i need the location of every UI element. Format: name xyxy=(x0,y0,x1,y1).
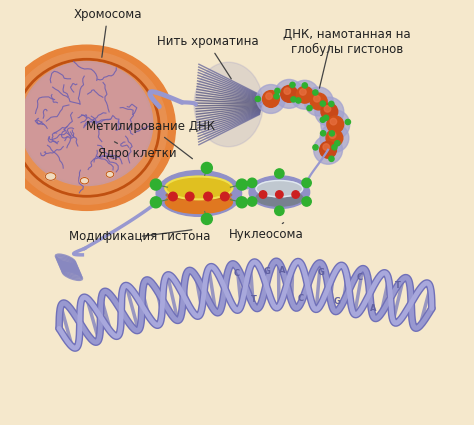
Text: C: C xyxy=(297,294,303,303)
Circle shape xyxy=(315,97,344,126)
Circle shape xyxy=(169,192,177,201)
Circle shape xyxy=(329,132,336,139)
Circle shape xyxy=(323,115,328,120)
Ellipse shape xyxy=(23,64,151,184)
Ellipse shape xyxy=(20,62,153,185)
Ellipse shape xyxy=(256,190,303,206)
Circle shape xyxy=(281,85,298,102)
Circle shape xyxy=(320,130,326,136)
Text: A: A xyxy=(279,266,286,275)
Circle shape xyxy=(220,192,229,201)
Text: ДНК, намотанная на
глобулы гистонов: ДНК, намотанная на глобулы гистонов xyxy=(283,28,411,57)
Circle shape xyxy=(274,79,303,108)
Circle shape xyxy=(275,206,284,215)
Text: T: T xyxy=(395,281,401,290)
Circle shape xyxy=(292,191,300,198)
Text: Нить хроматина: Нить хроматина xyxy=(156,35,258,79)
Circle shape xyxy=(263,91,279,108)
Circle shape xyxy=(247,178,257,187)
Circle shape xyxy=(345,119,350,125)
Circle shape xyxy=(275,88,280,94)
Ellipse shape xyxy=(165,190,232,213)
Circle shape xyxy=(296,98,301,103)
Ellipse shape xyxy=(46,173,56,180)
Text: G: G xyxy=(333,298,340,306)
Text: C: C xyxy=(233,269,239,278)
Text: Метилирование ДНК: Метилирование ДНК xyxy=(86,120,215,159)
Circle shape xyxy=(284,88,291,94)
Text: A: A xyxy=(370,303,376,312)
Circle shape xyxy=(327,116,344,133)
Circle shape xyxy=(323,144,329,150)
Ellipse shape xyxy=(156,170,242,216)
Circle shape xyxy=(310,93,327,110)
Circle shape xyxy=(302,178,311,187)
Circle shape xyxy=(324,106,331,112)
Circle shape xyxy=(320,117,326,122)
Text: G: G xyxy=(264,266,271,276)
Circle shape xyxy=(259,191,267,198)
Text: C: C xyxy=(356,273,363,282)
Text: Нуклеосома: Нуклеосома xyxy=(229,223,304,241)
Circle shape xyxy=(266,93,272,99)
Circle shape xyxy=(304,87,333,116)
Circle shape xyxy=(330,118,337,125)
Circle shape xyxy=(319,142,337,158)
Ellipse shape xyxy=(249,176,310,209)
Ellipse shape xyxy=(6,51,167,204)
Text: G: G xyxy=(318,268,325,277)
Ellipse shape xyxy=(166,190,232,200)
Circle shape xyxy=(256,85,285,113)
Circle shape xyxy=(329,131,335,136)
Circle shape xyxy=(313,90,318,95)
Circle shape xyxy=(150,179,161,190)
Circle shape xyxy=(237,197,247,208)
Circle shape xyxy=(314,96,320,102)
Circle shape xyxy=(237,179,247,190)
Circle shape xyxy=(291,80,319,109)
Text: T: T xyxy=(251,295,256,303)
Circle shape xyxy=(201,213,212,224)
Circle shape xyxy=(326,130,343,146)
Circle shape xyxy=(275,169,284,178)
Ellipse shape xyxy=(0,45,175,210)
Circle shape xyxy=(300,89,306,95)
Text: Ядро клетки: Ядро клетки xyxy=(98,142,177,160)
Ellipse shape xyxy=(165,176,232,199)
Circle shape xyxy=(247,197,257,206)
Circle shape xyxy=(321,103,338,120)
Circle shape xyxy=(313,145,318,150)
Circle shape xyxy=(320,101,326,106)
Circle shape xyxy=(302,83,307,88)
Circle shape xyxy=(185,192,194,201)
Circle shape xyxy=(307,105,312,111)
Circle shape xyxy=(329,156,334,162)
Text: Модификация гистона: Модификация гистона xyxy=(69,230,210,243)
Circle shape xyxy=(204,192,212,201)
Circle shape xyxy=(302,197,311,206)
Circle shape xyxy=(329,101,334,107)
Circle shape xyxy=(274,94,279,99)
Circle shape xyxy=(321,110,350,139)
Circle shape xyxy=(290,82,295,88)
Ellipse shape xyxy=(106,171,114,177)
Text: Хромосома: Хромосома xyxy=(73,8,142,57)
Circle shape xyxy=(320,124,349,153)
Circle shape xyxy=(255,96,260,102)
Circle shape xyxy=(332,144,337,150)
Circle shape xyxy=(335,141,340,146)
Ellipse shape xyxy=(256,181,303,197)
Circle shape xyxy=(150,197,161,208)
Circle shape xyxy=(296,86,313,103)
Ellipse shape xyxy=(194,62,263,147)
Circle shape xyxy=(291,97,296,102)
Ellipse shape xyxy=(80,178,89,184)
Circle shape xyxy=(276,191,283,198)
Circle shape xyxy=(201,162,212,173)
Circle shape xyxy=(314,135,343,164)
